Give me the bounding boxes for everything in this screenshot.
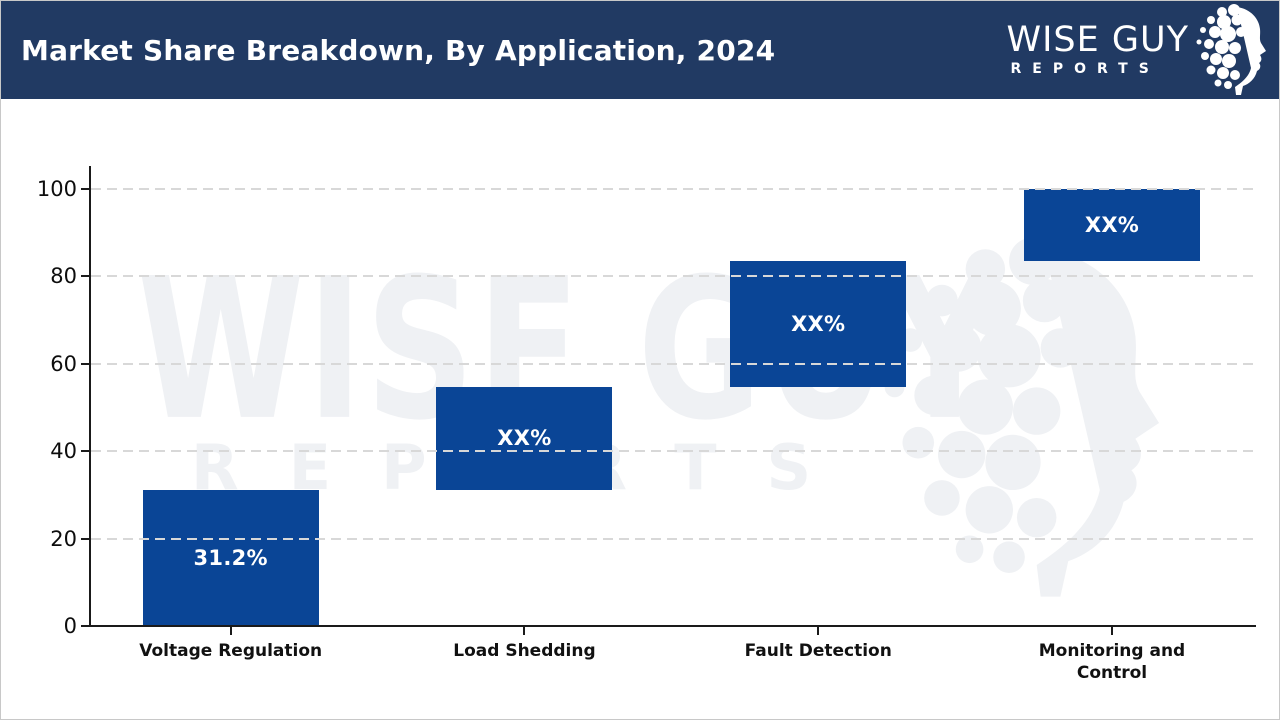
y-axis-spine: [89, 166, 91, 627]
logo-subtext: REPORTS: [1010, 61, 1160, 77]
gridline-20: [91, 537, 1254, 540]
x-tick-voltage-regulation: [229, 627, 232, 635]
page-title: Market Share Breakdown, By Application, …: [21, 33, 776, 67]
bar-value-label: XX%: [497, 426, 552, 451]
watermark-head-icon: [884, 237, 1160, 597]
wiseguy-logo: WISE GUY REPORTS: [1006, 4, 1267, 96]
y-tick-label-60: 60: [50, 351, 77, 376]
y-tick-80: [81, 275, 89, 277]
x-tick-fault-detection: [817, 627, 820, 635]
y-tick-label-80: 80: [50, 264, 77, 288]
gridline-100: [91, 187, 1254, 190]
x-tick-label-fault-detection: Fault Detection: [744, 641, 892, 661]
x-tick-label-voltage-regulation: Voltage Regulation: [139, 641, 323, 661]
logo-text: WISE GUY REPORTS: [1006, 20, 1189, 78]
y-tick-100: [81, 187, 89, 190]
x-axis-spine: [89, 625, 1256, 627]
y-tick-60: [81, 362, 89, 365]
bar-value-label: XX%: [1084, 212, 1140, 237]
gridline-40: [91, 450, 1254, 452]
y-tick-label-100: 100: [36, 176, 77, 201]
y-tick-0: [81, 625, 89, 627]
y-tick-label-20: 20: [50, 526, 77, 551]
logo-wordmark: WISE GUY: [1006, 20, 1189, 60]
bar-value-label: 31.2%: [193, 545, 268, 570]
x-tick-load-shedding: [523, 627, 526, 635]
x-tick-label-monitoring-and-control: Monitoring and Control: [1038, 641, 1186, 684]
y-tick-40: [81, 450, 89, 452]
bar-load-shedding: XX%: [436, 386, 613, 490]
bar-value-label: XX%: [791, 311, 846, 336]
y-tick-label-0: 0: [63, 614, 77, 638]
bar-fault-detection: XX%: [730, 261, 907, 387]
y-tick-label-40: 40: [50, 439, 77, 463]
wiseguy-head-icon: [1196, 4, 1266, 95]
x-tick-label-load-shedding: Load Shedding: [453, 641, 596, 661]
bar-monitoring-and-control: XX%: [1024, 188, 1200, 262]
header: Market Share Breakdown, By Application, …: [1, 1, 1279, 99]
bar-voltage-regulation: 31.2%: [142, 489, 319, 626]
x-tick-monitoring-and-control: [1111, 627, 1113, 635]
gridline-60: [91, 362, 1254, 365]
gridline-80: [91, 275, 1254, 277]
y-tick-20: [81, 537, 89, 540]
